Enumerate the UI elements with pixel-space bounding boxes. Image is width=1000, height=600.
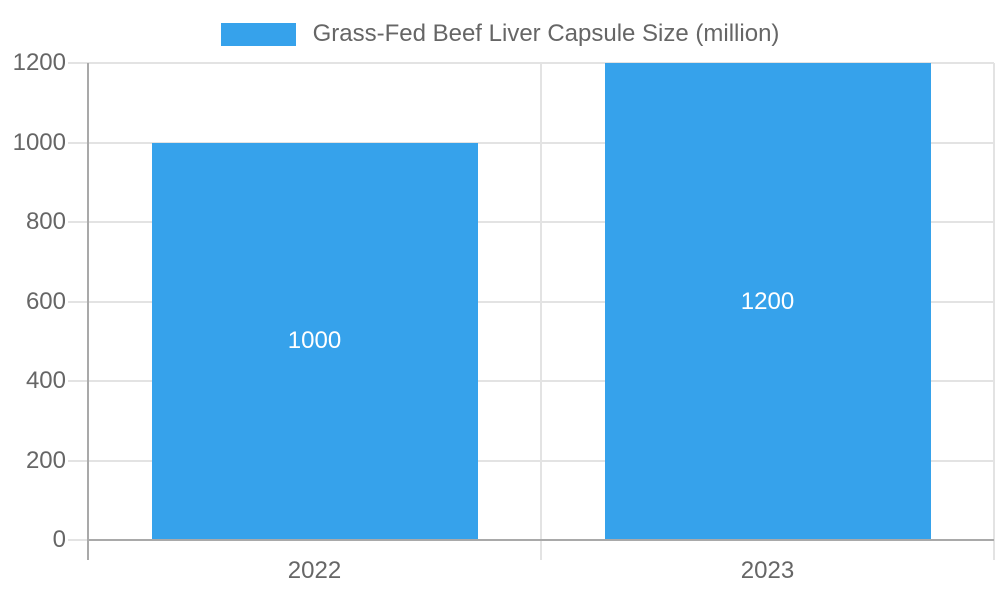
y-tick-mark [68,380,88,382]
y-tick-label: 1000 [12,128,66,156]
legend: Grass-Fed Beef Liver Capsule Size (milli… [0,20,1000,48]
bar-2023[interactable] [605,63,931,540]
bar-2022[interactable] [152,142,478,540]
y-tick-mark [68,459,88,462]
y-tick-label: 600 [25,287,66,315]
bar-value-label: 1000 [287,327,342,355]
y-axis-line [87,63,89,560]
y-tick-label: 800 [25,208,66,235]
x-tick-label: 2022 [287,557,342,584]
x-axis-line [88,539,994,541]
legend-item[interactable]: Grass-Fed Beef Liver Capsule Size (milli… [220,20,780,48]
legend-swatch-icon [220,22,296,46]
y-tick-mark [68,62,88,64]
category-gridline [540,63,542,560]
category-gridline [993,63,995,560]
legend-label: Grass-Fed Beef Liver Capsule Size (milli… [312,20,780,47]
y-tick-mark [68,539,88,541]
y-tick-label: 1200 [12,49,66,76]
y-tick-label: 200 [25,446,66,474]
y-tick-mark [68,300,88,303]
x-tick-label: 2023 [740,557,795,584]
bar-value-label: 1200 [740,287,795,315]
y-tick-label: 0 [52,526,66,553]
y-tick-label: 400 [25,367,66,394]
y-tick-mark [68,141,88,144]
y-tick-mark [68,221,88,223]
